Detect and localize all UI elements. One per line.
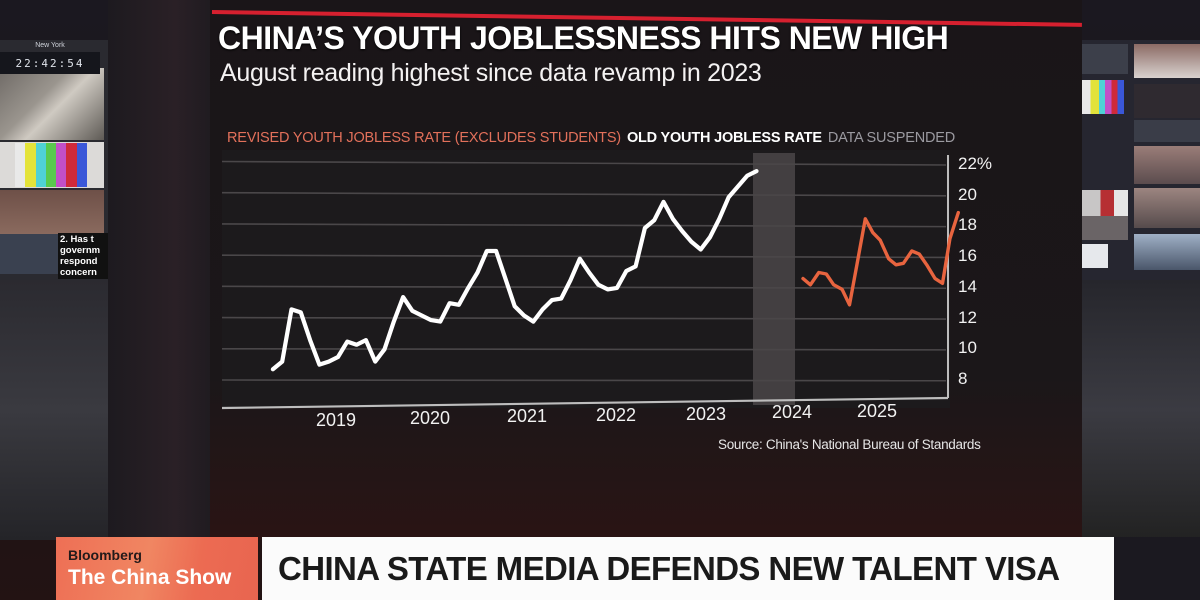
- side-monitor-text: 2. Has t governm respond concern: [58, 233, 108, 279]
- y-tick-label: 10: [958, 338, 977, 358]
- monitor-tile: [1082, 216, 1128, 240]
- legend-old: OLD YOUTH JOBLESS RATE: [626, 130, 822, 146]
- chart-source: Source: China's National Bureau of Stand…: [718, 437, 981, 452]
- side-text-line: respond: [60, 256, 98, 267]
- headline-text: CHINA STATE MEDIA DEFENDS NEW TALENT VIS…: [278, 550, 1060, 587]
- x-tick-label: 2021: [507, 406, 548, 426]
- x-axis-line: [221, 396, 949, 410]
- x-tick-label: 2023: [686, 404, 727, 424]
- lower-third: Bloomberg The China Show CHINA STATE MED…: [56, 537, 1114, 600]
- legend-revised: REVISED YOUTH JOBLESS RATE (EXCLUDES STU…: [227, 130, 621, 146]
- color-bars-test-pattern: [1082, 80, 1124, 114]
- y-tick-label: 20: [958, 184, 977, 204]
- monitor-tile: [1082, 244, 1108, 268]
- monitor-tile: [1082, 44, 1128, 74]
- y-tick-label: 22%: [958, 154, 993, 173]
- left-studio-panel: [0, 280, 108, 540]
- side-text-line: concern: [60, 267, 97, 278]
- right-studio-panel: [1080, 280, 1200, 540]
- old-rate-line: [270, 169, 759, 372]
- network-logo: Bloomberg: [68, 547, 142, 563]
- monitor-tile: [0, 234, 58, 274]
- monitor-tile: [1134, 84, 1200, 118]
- gridline: [221, 379, 947, 382]
- gridline: [221, 223, 947, 228]
- monitor-tile: [1134, 146, 1200, 184]
- headline-banner: CHINA STATE MEDIA DEFENDS NEW TALENT VIS…: [262, 537, 1114, 600]
- chart-legend: REVISED YOUTH JOBLESS RATE (EXCLUDES STU…: [227, 130, 961, 146]
- gridline: [221, 316, 947, 320]
- x-tick-label: 2024: [772, 402, 813, 422]
- show-branding: Bloomberg The China Show: [56, 537, 258, 600]
- revised-rate-line: [801, 210, 960, 307]
- gridline: [221, 347, 947, 351]
- y-tick-label: 14: [958, 276, 977, 296]
- legend-suspended: DATA SUSPENDED: [827, 130, 956, 146]
- studio-pillar: [108, 0, 220, 540]
- studio-clock: 22:42:54: [0, 52, 100, 74]
- monitor-tile: [1134, 120, 1200, 142]
- x-tick-label: 2020: [410, 408, 451, 428]
- gridline: [221, 160, 947, 166]
- monitor-tile: [0, 190, 104, 234]
- y-tick-label: 12: [958, 307, 977, 327]
- y-tick-label: 8: [958, 369, 968, 388]
- monitor-tile: [1134, 188, 1200, 228]
- x-tick-label: 2022: [596, 405, 637, 425]
- monitor-tile: [0, 68, 104, 140]
- gridline: [221, 254, 947, 259]
- monitor-tile: [1134, 234, 1200, 270]
- y-tick-label: 16: [958, 246, 977, 266]
- lower-third-edge: [1114, 537, 1200, 600]
- gridline: [221, 285, 947, 290]
- monitor-tile: [1134, 44, 1200, 78]
- studio-clock-city: New York: [35, 42, 65, 49]
- plot-area: [222, 150, 950, 408]
- side-text-line: governm: [60, 245, 101, 256]
- show-name: The China Show: [68, 566, 232, 589]
- right-monitor-wall: [1080, 40, 1200, 280]
- x-tick-label: 2019: [316, 410, 357, 430]
- chart-title: CHINA’S YOUTH JOBLESSNESS HITS NEW HIGH: [218, 19, 949, 57]
- side-text-line: 2. Has t: [60, 234, 94, 245]
- chart-subtitle: August reading highest since data revamp…: [220, 59, 762, 87]
- x-tick-label: 2025: [857, 401, 898, 421]
- gridline: [221, 191, 947, 197]
- y-tick-label: 18: [958, 215, 977, 235]
- data-suspended-band: [753, 153, 795, 405]
- color-bars-test-pattern: [15, 143, 87, 187]
